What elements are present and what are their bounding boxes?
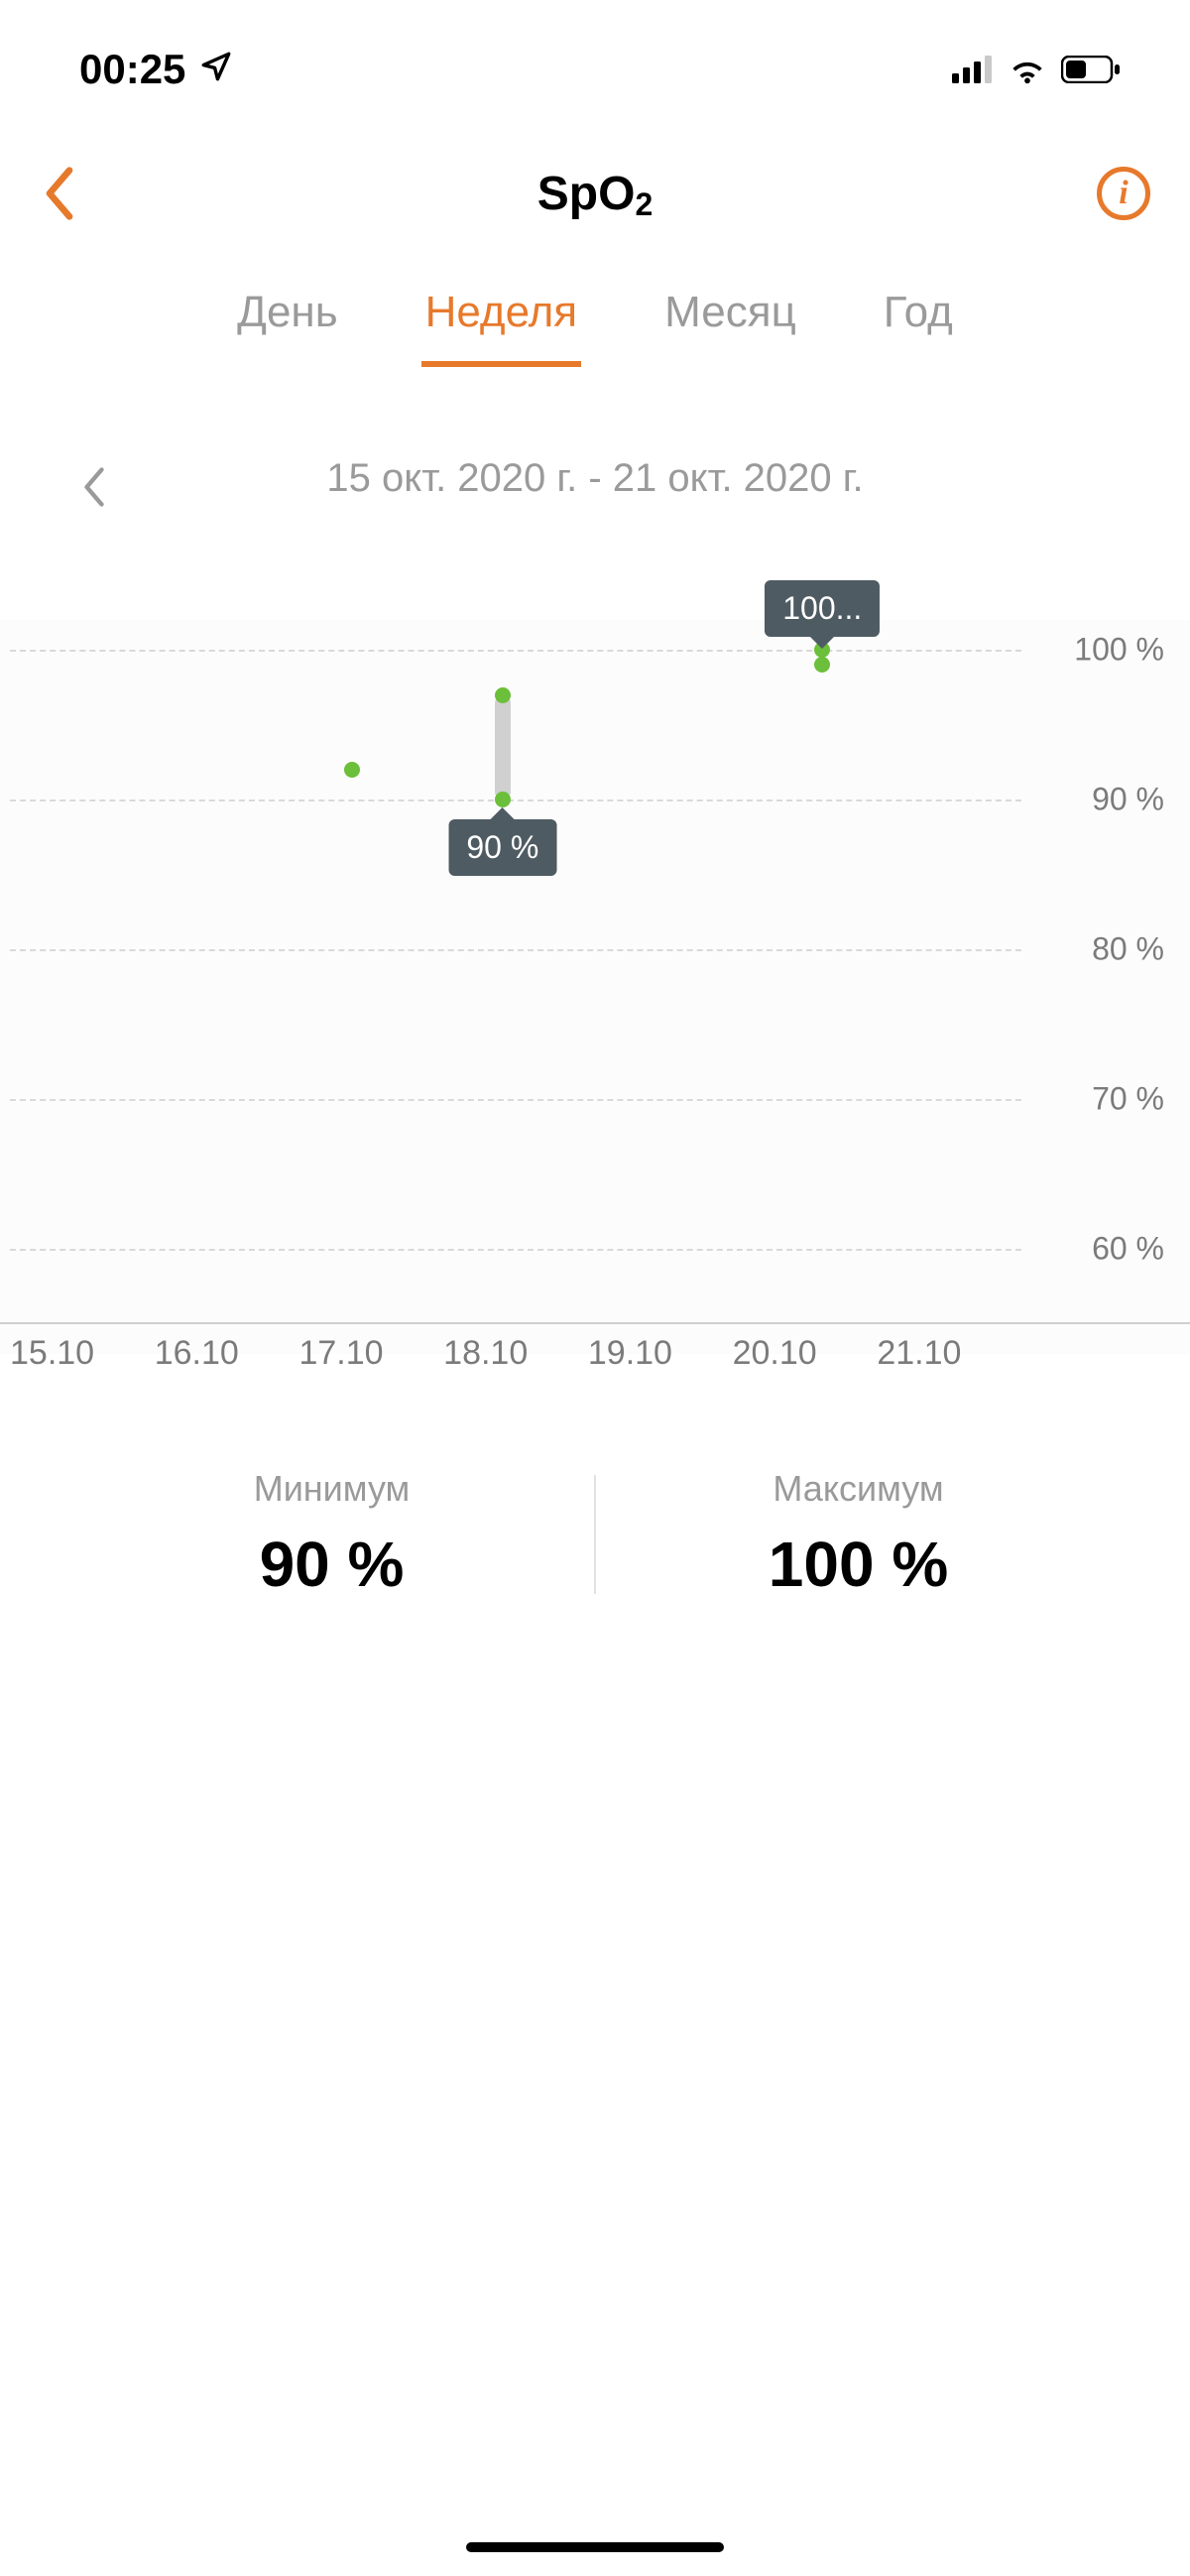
chart-x-label: 18.10 [443,1334,588,1373]
stat-max-label: Максимум [606,1468,1111,1510]
period-tabs: День Неделя Месяц Год [0,278,1190,367]
stat-min-value: 90 % [79,1528,584,1601]
info-icon: i [1119,175,1128,212]
chart-y-label: 90 % [1092,782,1164,818]
chart-y-label: 100 % [1074,632,1164,669]
chart-x-label: 16.10 [155,1334,299,1373]
status-bar: 00:25 [0,40,1190,99]
screen-root: 00:25 SpO2 i День [0,0,1190,2576]
wifi-icon [1008,55,1047,84]
page-title-sub: 2 [635,186,653,222]
summary-stats: Минимум 90 % Максимум 100 % [79,1468,1111,1601]
cellular-icon [952,56,994,83]
battery-icon [1061,56,1121,83]
home-indicator [466,2542,724,2552]
chart-x-label: 21.10 [877,1334,1021,1373]
chart-gridline [10,1099,1021,1101]
status-time: 00:25 [79,46,185,93]
spo2-chart[interactable]: 90 %100... 100 %90 %80 %70 %60 % 15.1016… [0,620,1190,1354]
stat-max-value: 100 % [606,1528,1111,1601]
tab-day[interactable]: День [233,278,342,367]
chart-tooltip: 100... [765,580,880,637]
chart-point [495,792,511,807]
page-title: SpO2 [0,167,1190,221]
chart-tooltip: 90 % [448,819,556,876]
chart-gridline [10,799,1021,801]
chart-x-label: 20.10 [733,1334,878,1373]
stat-max: Максимум 100 % [606,1468,1111,1601]
tab-week[interactable]: Неделя [421,278,581,367]
tab-year[interactable]: Год [880,278,957,367]
status-right [952,55,1121,84]
stat-min: Минимум 90 % [79,1468,584,1601]
chart-x-labels: 15.1016.1017.1018.1019.1020.1021.10 [10,1334,1021,1373]
chart-x-axis [0,1322,1190,1324]
info-button[interactable]: i [1097,167,1150,220]
chart-x-label: 17.10 [298,1334,443,1373]
page-title-base: SpO [537,168,636,220]
chart-point [344,762,360,778]
status-left: 00:25 [79,46,233,93]
chart-y-label: 80 % [1092,931,1164,968]
chart-y-label: 60 % [1092,1231,1164,1268]
chart-gridline [10,949,1021,951]
stat-divider [594,1475,596,1594]
back-button[interactable] [40,164,79,223]
chart-x-label: 19.10 [588,1334,733,1373]
date-range-label: 15 окт. 2020 г. - 21 окт. 2020 г. [326,456,863,501]
date-prev-button[interactable] [79,464,109,515]
chart-gridline [10,650,1021,652]
tab-month[interactable]: Месяц [660,278,800,367]
chart-range-bar [495,695,511,800]
chart-plot-area: 90 %100... [10,620,1021,1324]
chart-gridline [10,1249,1021,1251]
chart-point [814,657,830,673]
nav-header: SpO2 i [0,144,1190,243]
location-arrow-icon [199,46,233,93]
date-range-row: 15 окт. 2020 г. - 21 окт. 2020 г. [0,456,1190,501]
stat-min-label: Минимум [79,1468,584,1510]
chart-x-label: 15.10 [10,1334,155,1373]
chart-y-label: 70 % [1092,1081,1164,1118]
chart-point [495,687,511,703]
